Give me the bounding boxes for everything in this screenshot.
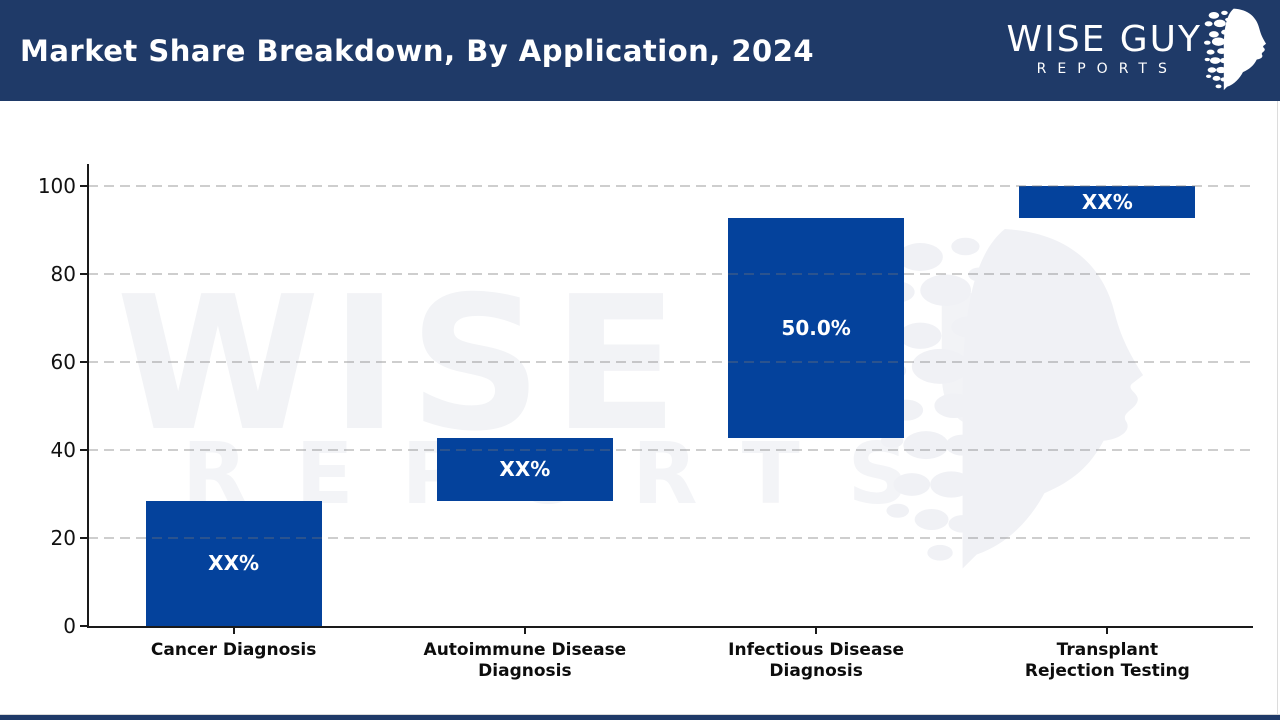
brand-name: WISE GUY <box>1006 18 1202 60</box>
gridline <box>88 449 1253 451</box>
x-axis-spine <box>87 626 1253 628</box>
category-label: Cancer Diagnosis <box>150 640 317 660</box>
y-tick <box>80 361 88 363</box>
category-label: Infectious Disease Diagnosis <box>728 640 905 681</box>
x-tick <box>1106 627 1109 634</box>
y-tick-label: 100 <box>37 174 76 198</box>
y-tick-label: 80 <box>50 262 76 286</box>
page-title: Market Share Breakdown, By Application, … <box>20 33 815 68</box>
gridline <box>88 537 1253 539</box>
brand-reports: REPORTS <box>1036 61 1178 78</box>
bar: XX% <box>145 500 322 626</box>
footer-bar <box>0 714 1280 720</box>
x-tick <box>523 627 526 634</box>
y-tick-label: 60 <box>50 350 76 374</box>
brand-logo: WISE GUY REPORTS <box>1007 7 1271 91</box>
y-tick-label: 40 <box>50 438 76 462</box>
y-tick-label: 20 <box>50 526 76 550</box>
category-label: Transplant Rejection Testing <box>1024 640 1190 681</box>
category-label: Autoimmune Disease Diagnosis <box>423 640 627 681</box>
bar: XX% <box>436 437 613 501</box>
dotted-head-icon <box>1204 8 1267 91</box>
y-tick-label: 0 <box>63 614 76 638</box>
bar: XX% <box>1019 186 1196 218</box>
x-tick <box>232 627 235 634</box>
page-right-border <box>1277 101 1278 715</box>
gridline <box>88 361 1253 363</box>
bar-value-label: XX% <box>208 551 260 576</box>
y-tick <box>80 537 88 539</box>
y-tick <box>80 449 88 451</box>
x-tick <box>815 627 818 634</box>
gridline <box>88 273 1253 275</box>
bar-value-label: XX% <box>1081 189 1133 214</box>
y-tick <box>80 185 88 187</box>
y-tick <box>80 625 88 627</box>
y-tick <box>80 273 88 275</box>
y-axis-spine <box>87 164 89 628</box>
bar: 50.0% <box>728 217 905 438</box>
gridline <box>88 185 1253 187</box>
bar-value-label: 50.0% <box>781 315 851 340</box>
brand-wordmark: WISE GUY REPORTS <box>1006 18 1203 78</box>
header-bar: Market Share Breakdown, By Application, … <box>0 0 1280 101</box>
bar-value-label: XX% <box>499 457 551 482</box>
